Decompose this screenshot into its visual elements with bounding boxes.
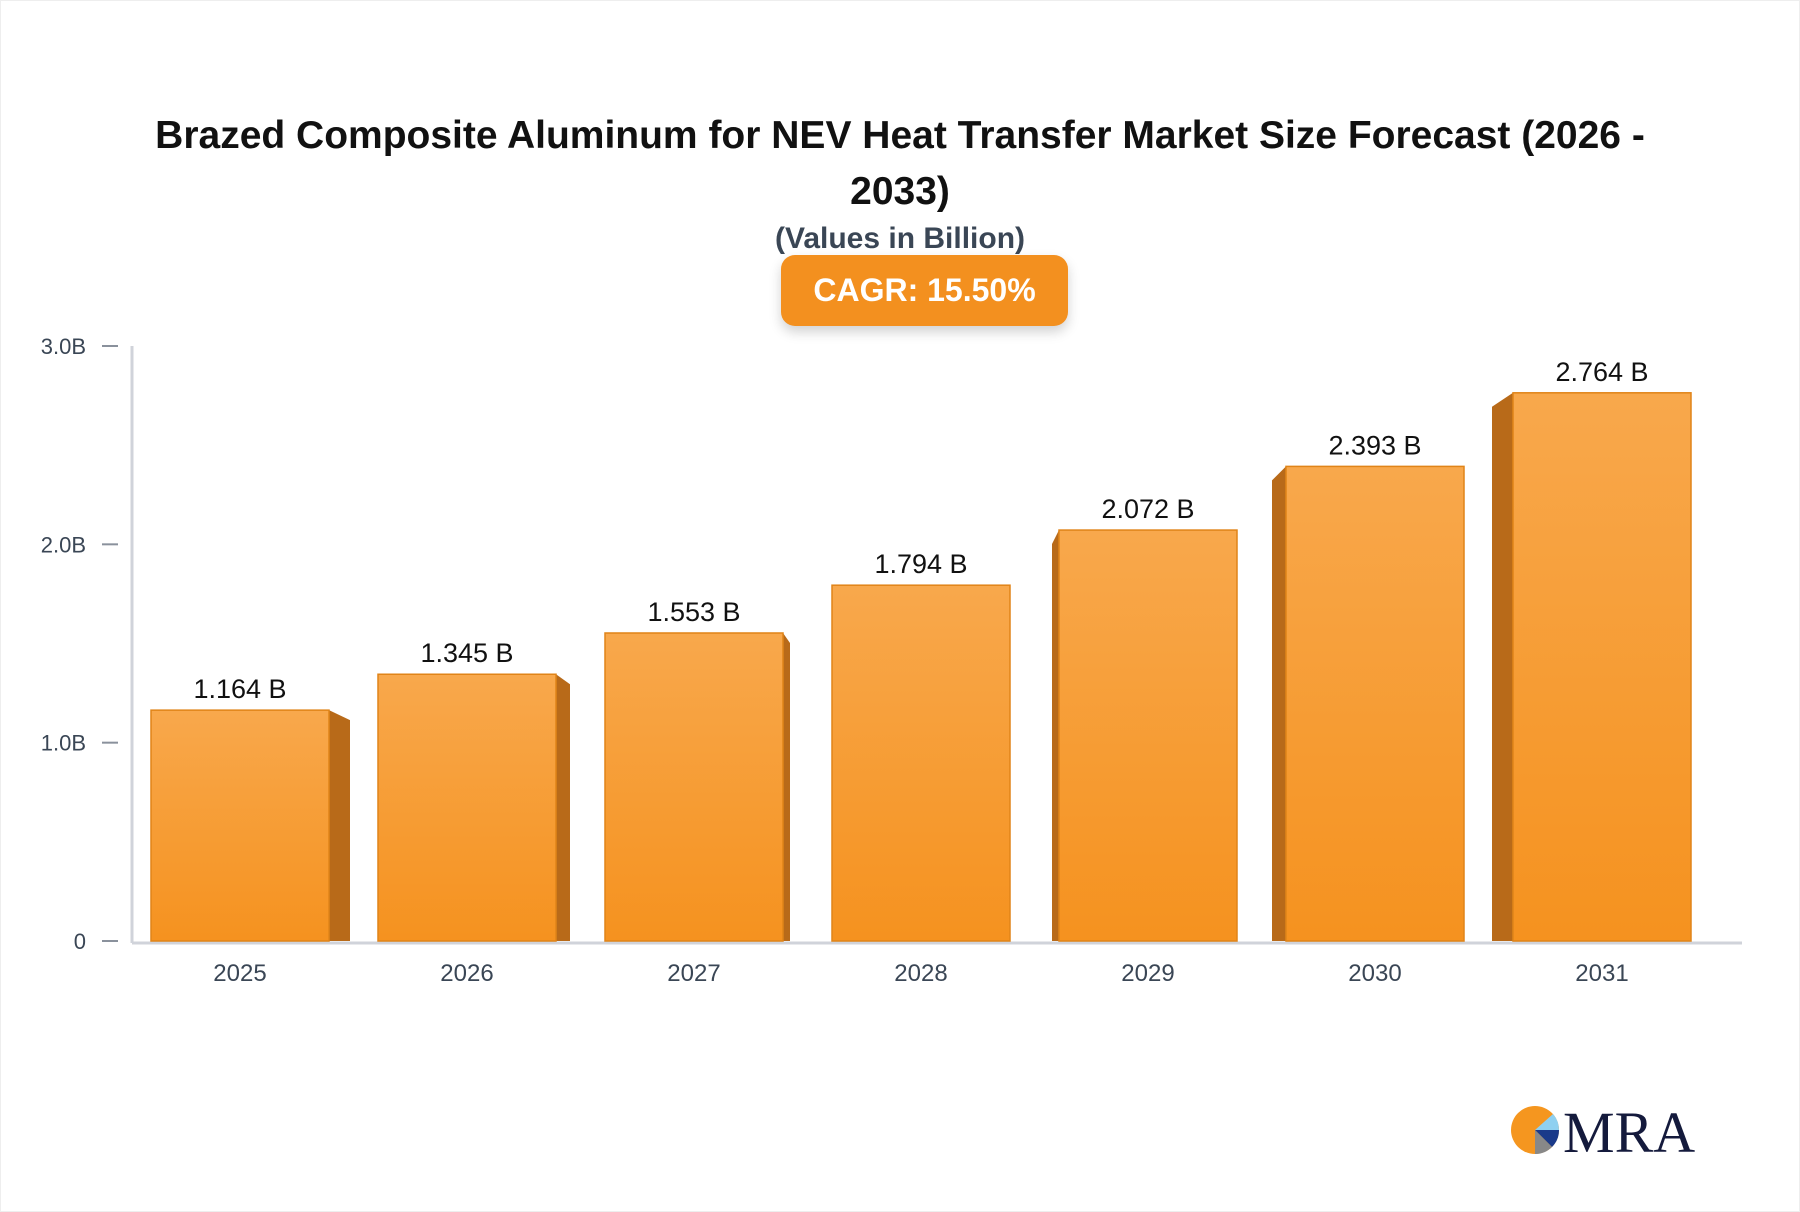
- svg-text:MRA: MRA: [1563, 1100, 1695, 1165]
- y-tick-label: 2.0B: [41, 532, 86, 557]
- data-label: 1.553 B: [647, 597, 740, 627]
- x-tick-label: 2028: [894, 960, 947, 987]
- bar-side: [783, 632, 790, 941]
- bar: [831, 584, 1011, 942]
- chart-title: Brazed Composite Aluminum for NEV Heat T…: [155, 114, 1645, 213]
- x-tick-label: 2025: [213, 960, 266, 987]
- data-label: 2.393 B: [1328, 430, 1421, 460]
- x-tick-label: 2029: [1121, 960, 1174, 987]
- bar-side: [1052, 530, 1059, 941]
- data-label: 2.764 B: [1555, 357, 1648, 387]
- bar-side: [329, 710, 350, 941]
- cagr-badge: CAGR: 15.50%: [781, 255, 1068, 326]
- data-label: 1.345 B: [420, 638, 513, 668]
- data-label: 2.072 B: [1101, 494, 1194, 524]
- bar: [1058, 529, 1238, 942]
- bar-side: [1492, 392, 1513, 942]
- x-tick-label: 2026: [440, 960, 493, 987]
- bar-side: [556, 674, 570, 941]
- data-label: 1.794 B: [874, 549, 967, 579]
- x-tick-label: 2031: [1575, 960, 1628, 987]
- bar: [150, 709, 330, 942]
- x-tick-label: 2030: [1348, 960, 1401, 987]
- x-tick-label: 2027: [667, 960, 720, 987]
- mra-logo: MRA: [1511, 1100, 1695, 1165]
- y-tick-label: 3.0B: [41, 334, 86, 359]
- chart-subtitle: (Values in Billion): [774, 222, 1026, 255]
- bar-side: [1272, 466, 1286, 941]
- y-tick-label: 0: [74, 929, 86, 954]
- bar: [1512, 392, 1692, 942]
- bar: [604, 632, 784, 942]
- bar: [377, 673, 557, 942]
- bar: [1285, 465, 1465, 942]
- y-tick-label: 1.0B: [41, 731, 86, 756]
- data-label: 1.164 B: [193, 674, 286, 704]
